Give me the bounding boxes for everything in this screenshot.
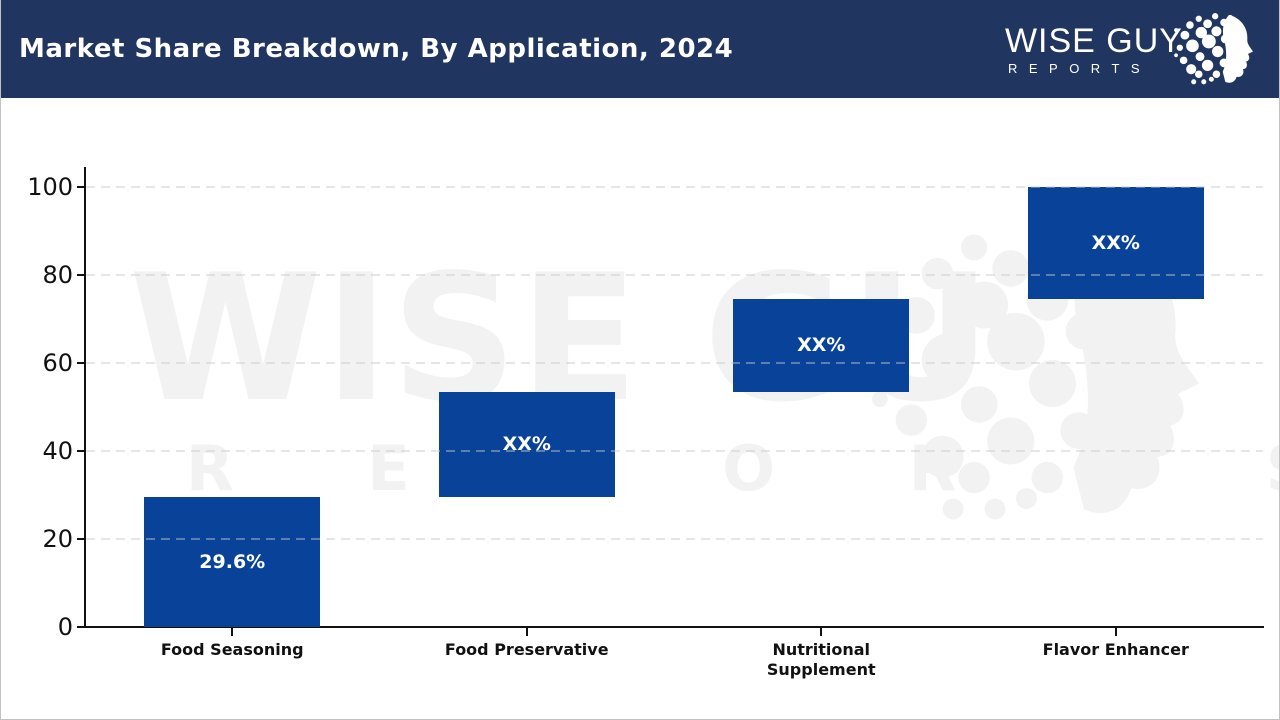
y-tick-label: 60 [42,349,73,377]
bar-value-label: XX% [502,433,551,456]
y-axis-line [84,167,86,628]
gridline [86,450,1263,452]
bar-value-label: 29.6% [199,550,266,573]
y-tick-label: 0 [57,613,73,641]
bar-value-label: XX% [797,334,846,357]
page-title: Market Share Breakdown, By Application, … [19,34,734,64]
waterfall-bar [144,496,321,627]
report-header: Market Share Breakdown, By Application, … [1,0,1279,98]
gridline [86,538,1263,540]
y-tick-label: 100 [27,173,73,201]
y-tick-mark [77,626,85,628]
x-axis-line [84,626,1264,628]
y-tick-label: 80 [42,261,73,289]
category-label: Nutritional Supplement [766,640,876,679]
y-tick-mark [77,186,85,188]
logo-head-icon [1171,11,1253,87]
y-tick-mark [77,538,85,540]
wiseguy-logo: WISE GUY REPORTS [1005,11,1253,87]
gridline [86,274,1263,276]
category-label: Food Preservative [444,640,609,659]
logo-wordmark: WISE GUY [1004,21,1183,60]
category-label: Food Seasoning [160,640,304,659]
category-label: Flavor Enhancer [1042,640,1189,659]
y-tick-label: 20 [42,525,73,553]
y-tick-mark [77,274,85,276]
bar-value-label: XX% [1091,231,1140,254]
y-tick-mark [77,362,85,364]
y-tick-mark [77,450,85,452]
y-tick-label: 40 [42,437,73,465]
gridline [86,186,1263,188]
x-tick-mark [1114,628,1117,636]
x-tick-mark [231,628,234,636]
waterfall-bar [1027,187,1204,299]
x-tick-mark [525,628,528,636]
logo-subtitle: REPORTS [1007,60,1152,76]
gridline [86,362,1263,364]
waterfall-bar [438,392,615,497]
x-tick-mark [820,628,823,636]
waterfall-bar [733,298,910,393]
